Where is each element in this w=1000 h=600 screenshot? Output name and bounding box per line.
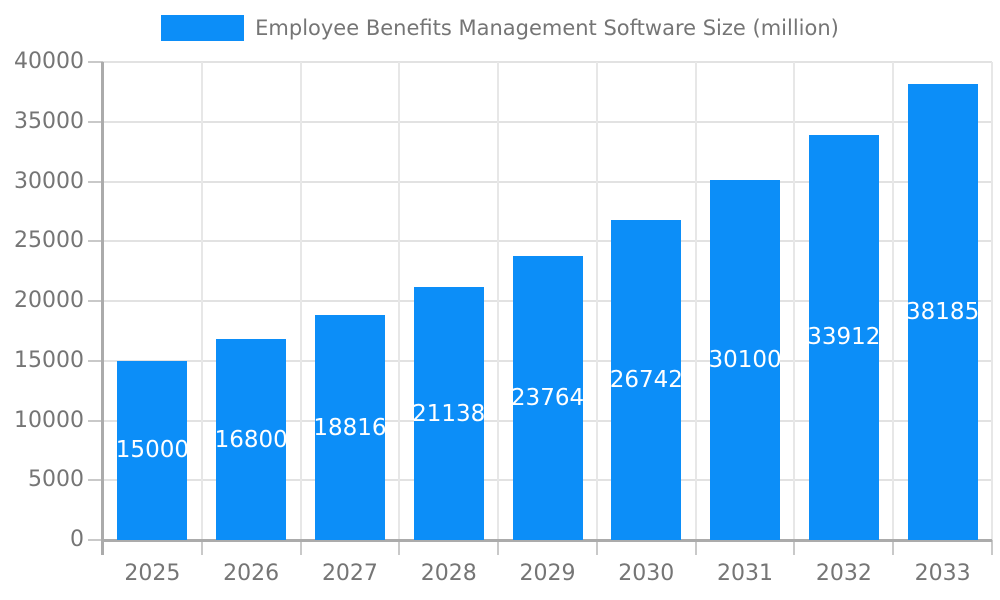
y-axis-line <box>101 62 104 555</box>
y-axis-tick <box>88 240 103 243</box>
y-tick-label: 25000 <box>14 228 84 254</box>
y-tick-label: 30000 <box>14 168 84 194</box>
x-tick-label: 2032 <box>815 561 872 586</box>
y-tick-label: 35000 <box>14 108 84 134</box>
x-axis-tick <box>694 540 697 555</box>
gridline-vertical <box>793 62 796 540</box>
gridline-vertical <box>892 62 895 540</box>
x-axis-tick <box>299 540 302 555</box>
gridline-vertical <box>200 62 203 540</box>
y-axis-tick <box>88 61 103 63</box>
gridline-horizontal <box>103 61 992 63</box>
y-tick-label: 5000 <box>28 467 84 493</box>
legend-swatch <box>161 15 245 41</box>
x-tick-label: 2028 <box>420 561 477 586</box>
bar-2028[interactable]: 21138 <box>412 287 486 540</box>
y-axis-tick <box>88 419 103 422</box>
y-tick-label: 0 <box>70 527 84 552</box>
bar-2032[interactable]: 33912 <box>807 134 881 540</box>
y-tick-label: 10000 <box>14 407 84 433</box>
bar-value-label: 21138 <box>412 400 486 427</box>
x-axis-tick <box>595 540 598 555</box>
x-tick-label: 2029 <box>519 561 576 586</box>
bar-value-label: 23764 <box>510 385 585 411</box>
gridline-horizontal <box>103 240 992 243</box>
gridline-vertical <box>694 62 697 540</box>
legend-label: Employee Benefits Management Software Si… <box>255 16 839 40</box>
x-tick-label: 2031 <box>717 561 774 586</box>
x-tick-label: 2026 <box>223 561 280 586</box>
y-axis-tick <box>88 180 103 183</box>
y-axis-tick <box>88 120 103 123</box>
x-tick-label: 2027 <box>321 561 378 586</box>
y-axis-tick <box>88 479 103 482</box>
y-axis-tick <box>88 300 103 302</box>
y-tick-label: 40000 <box>14 49 84 74</box>
x-axis-line <box>101 539 992 542</box>
x-tick-label: 2030 <box>618 561 675 586</box>
x-axis-tick <box>793 540 796 555</box>
x-tick-label: 2025 <box>124 561 181 586</box>
bar-2026[interactable]: 16800 <box>214 339 288 540</box>
gridline-vertical <box>398 62 401 540</box>
gridline-horizontal <box>103 180 992 183</box>
x-axis-tick <box>892 540 895 555</box>
y-axis-tick <box>88 539 103 541</box>
bar-value-label: 33912 <box>807 324 881 351</box>
bar-value-label: 38185 <box>906 298 980 325</box>
y-tick-label: 15000 <box>14 347 84 373</box>
x-axis-tick <box>398 540 401 555</box>
bar-value-label: 15000 <box>115 437 189 464</box>
gridline-vertical <box>595 62 598 540</box>
bar-value-label: 26742 <box>609 367 683 394</box>
bar-value-label: 30100 <box>708 347 782 374</box>
x-axis-tick <box>497 540 500 555</box>
bar-2027[interactable]: 18816 <box>313 315 387 540</box>
y-tick-label: 20000 <box>14 288 84 313</box>
x-axis-tick <box>991 540 993 555</box>
gridline-vertical <box>299 62 302 540</box>
bar-2025[interactable]: 15000 <box>115 360 189 540</box>
x-tick-label: 2033 <box>914 561 971 586</box>
bar-2031[interactable]: 30100 <box>708 180 782 540</box>
bar-2030[interactable]: 26742 <box>609 220 683 540</box>
legend-item[interactable]: Employee Benefits Management Software Si… <box>0 15 1000 41</box>
bar-value-label: 18816 <box>313 414 387 441</box>
bar-value-label: 16800 <box>214 426 288 453</box>
gridline-vertical <box>497 62 500 540</box>
y-axis-tick <box>88 359 103 362</box>
gridline-vertical <box>991 62 993 540</box>
bar-2029[interactable]: 23764 <box>510 256 585 540</box>
bar-2033[interactable]: 38185 <box>906 83 980 540</box>
x-axis-tick <box>200 540 203 555</box>
gridline-horizontal <box>103 120 992 123</box>
